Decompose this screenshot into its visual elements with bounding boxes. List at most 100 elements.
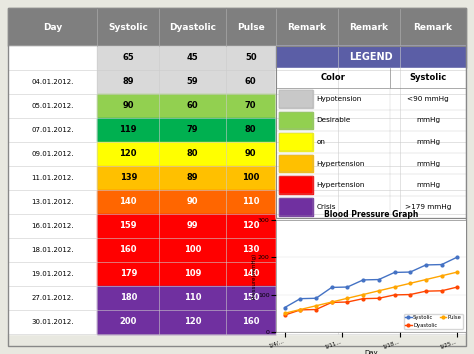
Text: Day: Day bbox=[43, 23, 62, 32]
Text: 80: 80 bbox=[187, 149, 198, 159]
Bar bbox=[400, 262, 466, 286]
Bar bbox=[226, 8, 276, 46]
Bar bbox=[338, 190, 400, 214]
Bar bbox=[97, 286, 159, 310]
Bar bbox=[276, 94, 338, 118]
Pulse bbox=[392, 285, 397, 289]
Bar bbox=[8, 214, 97, 238]
Pulse bbox=[455, 270, 460, 274]
Bar bbox=[276, 46, 466, 68]
Systolic bbox=[313, 296, 319, 301]
Bar bbox=[276, 70, 338, 94]
Text: 89: 89 bbox=[187, 173, 198, 183]
Text: 11.01.2012.: 11.01.2012. bbox=[31, 175, 74, 181]
Bar bbox=[159, 94, 226, 118]
Text: Crisis: Crisis bbox=[316, 204, 336, 210]
Text: 140: 140 bbox=[119, 198, 137, 206]
Bar bbox=[8, 166, 97, 190]
Bar bbox=[338, 70, 400, 94]
Bar bbox=[8, 46, 97, 70]
Bar bbox=[276, 238, 338, 262]
Text: Systolic: Systolic bbox=[108, 23, 148, 32]
Bar bbox=[276, 142, 338, 166]
Bar bbox=[8, 310, 97, 334]
Dyastolic bbox=[439, 289, 445, 293]
Bar bbox=[97, 94, 159, 118]
Text: mmHg: mmHg bbox=[416, 139, 440, 145]
Dyastolic bbox=[392, 293, 397, 297]
X-axis label: Day: Day bbox=[364, 350, 378, 354]
Bar bbox=[276, 118, 338, 142]
Text: 07.01.2012.: 07.01.2012. bbox=[31, 127, 74, 133]
Dyastolic bbox=[455, 285, 460, 289]
Bar bbox=[400, 190, 466, 214]
Bar bbox=[97, 190, 159, 214]
Bar bbox=[338, 310, 400, 334]
Bar bbox=[276, 68, 466, 88]
Bar bbox=[279, 133, 313, 151]
Bar bbox=[159, 190, 226, 214]
Text: 27.01.2012.: 27.01.2012. bbox=[31, 295, 74, 301]
Systolic bbox=[439, 262, 445, 267]
Dyastolic bbox=[297, 308, 303, 312]
Text: 45: 45 bbox=[186, 53, 198, 63]
Bar bbox=[159, 214, 226, 238]
Text: <90 mmHg: <90 mmHg bbox=[407, 96, 449, 102]
Bar bbox=[97, 310, 159, 334]
Bar bbox=[400, 46, 466, 70]
Bar bbox=[97, 238, 159, 262]
Legend: Systolic, Dyastolic, Pulse: Systolic, Dyastolic, Pulse bbox=[403, 314, 464, 329]
Systolic bbox=[345, 285, 350, 289]
Bar bbox=[8, 8, 97, 46]
Bar bbox=[279, 155, 313, 172]
Systolic bbox=[297, 297, 303, 301]
Text: 90: 90 bbox=[245, 149, 256, 159]
Title: Blood Pressure Graph: Blood Pressure Graph bbox=[324, 210, 418, 219]
Bar bbox=[400, 238, 466, 262]
Bar bbox=[276, 214, 338, 238]
Line: Dyastolic: Dyastolic bbox=[283, 286, 459, 316]
Text: 90: 90 bbox=[187, 198, 198, 206]
Text: Pulse: Pulse bbox=[237, 23, 264, 32]
Text: 18.01.2012.: 18.01.2012. bbox=[31, 247, 74, 253]
Bar bbox=[226, 94, 276, 118]
Bar bbox=[400, 310, 466, 334]
Bar bbox=[276, 166, 338, 190]
Bar bbox=[8, 262, 97, 286]
Pulse bbox=[407, 281, 413, 285]
Text: 79: 79 bbox=[187, 126, 198, 135]
Text: 100: 100 bbox=[183, 246, 201, 255]
Text: 150: 150 bbox=[242, 293, 259, 303]
Bar bbox=[400, 8, 466, 46]
Text: Remark: Remark bbox=[413, 23, 452, 32]
Text: 119: 119 bbox=[119, 126, 137, 135]
Text: 140: 140 bbox=[242, 269, 259, 279]
Text: mmHg: mmHg bbox=[416, 118, 440, 124]
Text: >179 mmHg: >179 mmHg bbox=[405, 204, 451, 210]
Bar bbox=[276, 196, 466, 218]
Bar bbox=[8, 70, 97, 94]
Systolic bbox=[455, 255, 460, 259]
Text: 180: 180 bbox=[119, 293, 137, 303]
Systolic bbox=[407, 270, 413, 274]
Bar bbox=[276, 46, 466, 218]
Pulse bbox=[329, 300, 335, 304]
Bar bbox=[97, 8, 159, 46]
Bar bbox=[276, 8, 338, 46]
Bar bbox=[338, 238, 400, 262]
Bar bbox=[159, 262, 226, 286]
Bar bbox=[97, 118, 159, 142]
Bar bbox=[338, 214, 400, 238]
Bar bbox=[226, 166, 276, 190]
Bar bbox=[159, 286, 226, 310]
Dyastolic bbox=[329, 300, 335, 304]
Text: 100: 100 bbox=[242, 173, 259, 183]
Systolic bbox=[282, 306, 287, 310]
Dyastolic bbox=[407, 292, 413, 297]
Bar bbox=[97, 214, 159, 238]
Pulse bbox=[297, 307, 303, 312]
Line: Systolic: Systolic bbox=[283, 256, 459, 309]
Text: Remark: Remark bbox=[349, 23, 388, 32]
Text: 200: 200 bbox=[119, 318, 137, 326]
Line: Pulse: Pulse bbox=[283, 271, 459, 315]
